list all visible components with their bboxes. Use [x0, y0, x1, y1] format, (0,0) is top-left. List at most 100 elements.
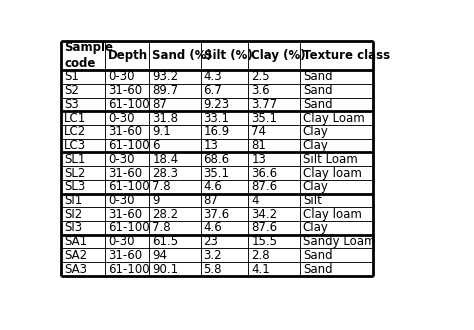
- Bar: [149, 262, 201, 276]
- Text: SI3: SI3: [64, 221, 82, 234]
- Text: 61-100: 61-100: [108, 98, 150, 111]
- Text: 2.5: 2.5: [251, 70, 270, 83]
- Bar: [105, 98, 149, 111]
- Text: 61-100: 61-100: [108, 139, 150, 152]
- Text: 4.3: 4.3: [204, 70, 222, 83]
- Bar: [61, 166, 105, 180]
- Bar: [201, 221, 248, 235]
- Text: 4.1: 4.1: [251, 263, 270, 276]
- Bar: [105, 125, 149, 139]
- Bar: [201, 111, 248, 125]
- Bar: [105, 41, 149, 70]
- Bar: [149, 41, 201, 70]
- Text: LC2: LC2: [64, 125, 86, 138]
- Bar: [105, 152, 149, 166]
- Bar: [300, 139, 374, 152]
- Text: 5.8: 5.8: [204, 263, 222, 276]
- Text: LC3: LC3: [64, 139, 86, 152]
- Bar: [201, 207, 248, 221]
- Text: 94: 94: [152, 249, 167, 262]
- Text: 0-30: 0-30: [108, 194, 135, 207]
- Text: Texture class: Texture class: [303, 49, 390, 62]
- Text: 4: 4: [251, 194, 259, 207]
- Text: Sand: Sand: [303, 98, 332, 111]
- Text: 15.5: 15.5: [251, 235, 277, 248]
- Text: 0-30: 0-30: [108, 70, 135, 83]
- Bar: [201, 84, 248, 98]
- Text: 3.2: 3.2: [204, 249, 222, 262]
- Text: 81: 81: [251, 139, 266, 152]
- Bar: [300, 262, 374, 276]
- Bar: [149, 248, 201, 262]
- Bar: [248, 41, 300, 70]
- Text: 31-60: 31-60: [108, 84, 142, 97]
- Bar: [300, 180, 374, 194]
- Bar: [105, 221, 149, 235]
- Bar: [300, 125, 374, 139]
- Text: 9.1: 9.1: [152, 125, 171, 138]
- Text: Sand: Sand: [303, 70, 332, 83]
- Text: 31-60: 31-60: [108, 208, 142, 221]
- Bar: [201, 152, 248, 166]
- Bar: [105, 262, 149, 276]
- Bar: [149, 166, 201, 180]
- Text: 16.9: 16.9: [204, 125, 230, 138]
- Bar: [248, 207, 300, 221]
- Text: 33.1: 33.1: [204, 112, 229, 125]
- Text: 7.8: 7.8: [152, 221, 171, 234]
- Bar: [61, 70, 105, 84]
- Text: Clay: Clay: [303, 221, 328, 234]
- Bar: [61, 84, 105, 98]
- Bar: [300, 221, 374, 235]
- Text: S1: S1: [64, 70, 79, 83]
- Text: 3.6: 3.6: [251, 84, 270, 97]
- Bar: [300, 98, 374, 111]
- Bar: [201, 194, 248, 207]
- Bar: [248, 180, 300, 194]
- Text: 0-30: 0-30: [108, 235, 135, 248]
- Bar: [300, 41, 374, 70]
- Text: 87: 87: [152, 98, 167, 111]
- Text: 13: 13: [204, 139, 219, 152]
- Bar: [248, 84, 300, 98]
- Bar: [105, 166, 149, 180]
- Bar: [201, 235, 248, 248]
- Bar: [149, 221, 201, 235]
- Bar: [149, 70, 201, 84]
- Text: Clay loam: Clay loam: [303, 167, 362, 180]
- Bar: [248, 166, 300, 180]
- Bar: [248, 221, 300, 235]
- Text: 13: 13: [251, 153, 266, 166]
- Bar: [201, 166, 248, 180]
- Text: 23: 23: [204, 235, 219, 248]
- Bar: [201, 248, 248, 262]
- Text: Sandy Loam: Sandy Loam: [303, 235, 375, 248]
- Text: 2.8: 2.8: [251, 249, 270, 262]
- Text: 34.2: 34.2: [251, 208, 277, 221]
- Bar: [61, 207, 105, 221]
- Bar: [105, 235, 149, 248]
- Bar: [300, 166, 374, 180]
- Bar: [300, 194, 374, 207]
- Text: 7.8: 7.8: [152, 180, 171, 193]
- Bar: [248, 235, 300, 248]
- Bar: [201, 180, 248, 194]
- Bar: [61, 248, 105, 262]
- Bar: [248, 139, 300, 152]
- Text: 89.7: 89.7: [152, 84, 178, 97]
- Text: 31.8: 31.8: [152, 112, 178, 125]
- Bar: [201, 139, 248, 152]
- Text: 28.2: 28.2: [152, 208, 178, 221]
- Bar: [105, 248, 149, 262]
- Text: 31-60: 31-60: [108, 249, 142, 262]
- Text: 35.1: 35.1: [204, 167, 229, 180]
- Text: 61-100: 61-100: [108, 221, 150, 234]
- Bar: [248, 248, 300, 262]
- Text: SL3: SL3: [64, 180, 85, 193]
- Text: S3: S3: [64, 98, 79, 111]
- Bar: [248, 262, 300, 276]
- Bar: [61, 152, 105, 166]
- Text: 6.7: 6.7: [204, 84, 222, 97]
- Text: 0-30: 0-30: [108, 153, 135, 166]
- Bar: [61, 139, 105, 152]
